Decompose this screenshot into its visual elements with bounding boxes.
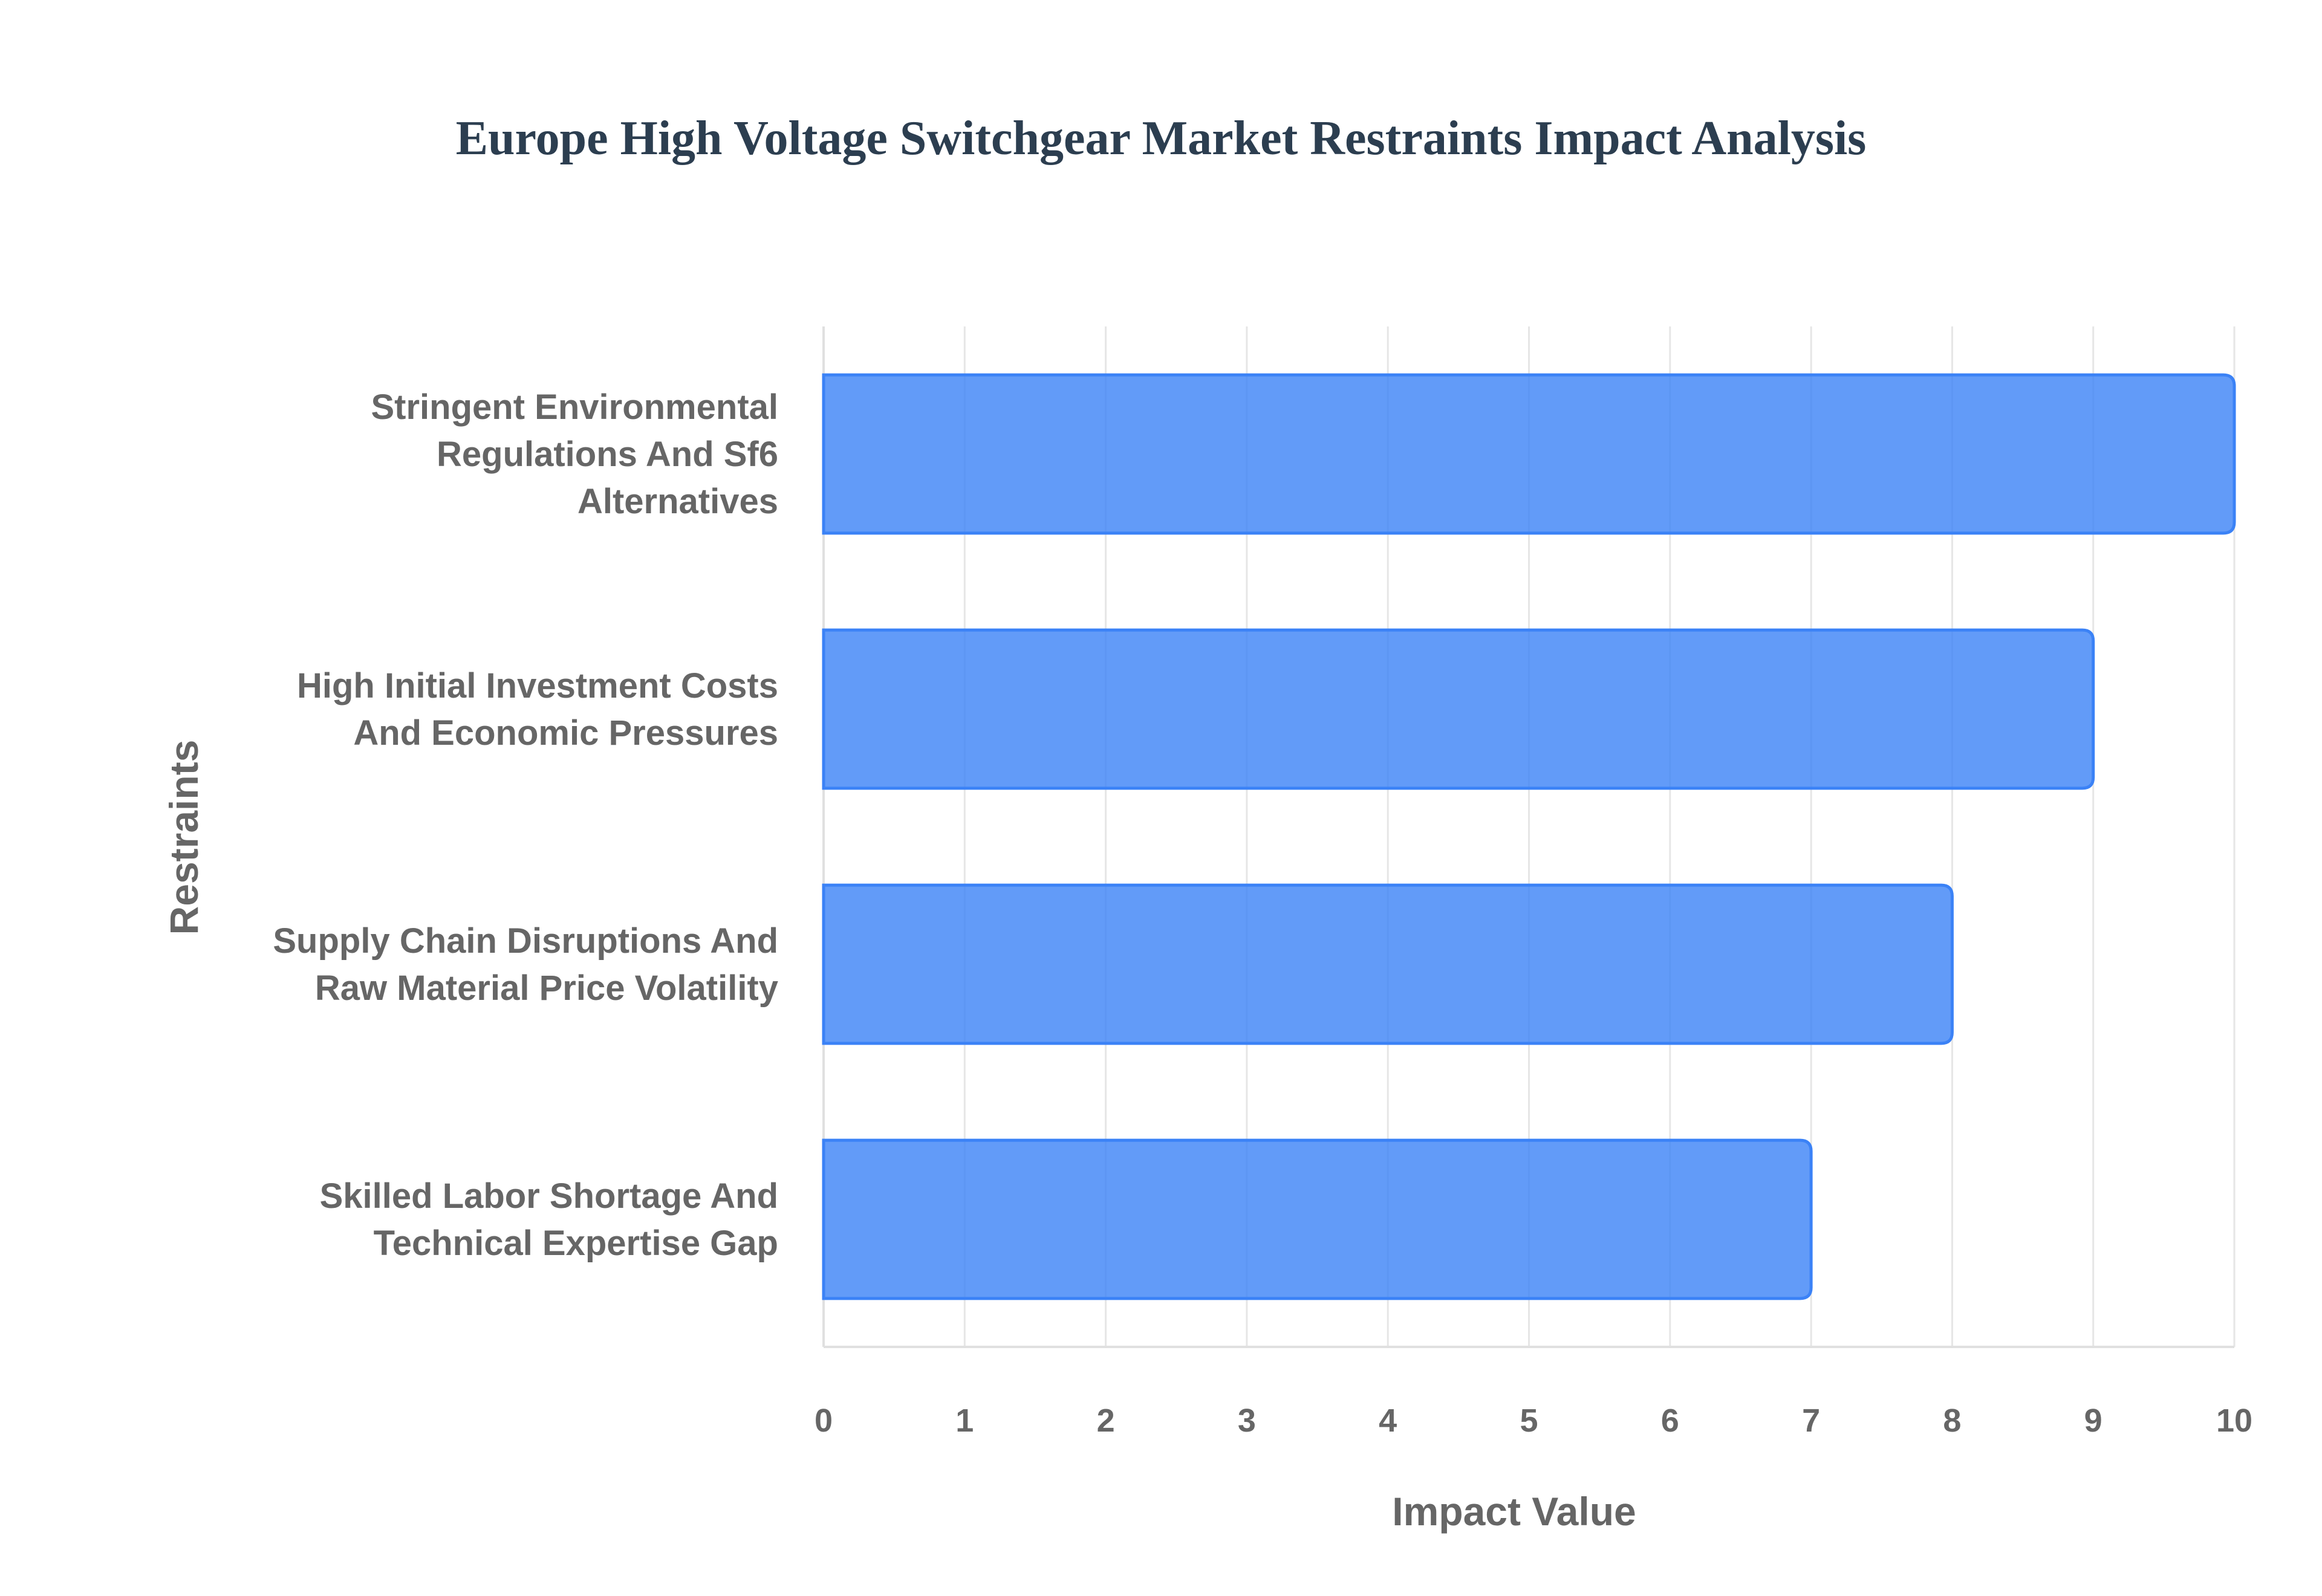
y-axis-title: Restraints xyxy=(161,740,206,935)
x-tick-label-7: 7 xyxy=(1802,1403,1820,1439)
x-tick-labels: 0 1 2 3 4 5 6 7 8 9 10 xyxy=(815,1403,2252,1439)
category-label-2: High Initial Investment Costs And Economi… xyxy=(297,666,778,753)
bar-1 xyxy=(822,373,2236,535)
x-tick-label-2: 2 xyxy=(1097,1403,1115,1439)
category-label-4: Skilled Labor Shortage And Technical Expe… xyxy=(320,1176,778,1263)
x-tick-label-3: 3 xyxy=(1238,1403,1256,1439)
bars xyxy=(822,373,2236,1300)
x-tick-label-0: 0 xyxy=(815,1403,833,1439)
x-tick-label-4: 4 xyxy=(1379,1403,1397,1439)
x-tick-label-8: 8 xyxy=(1943,1403,1961,1439)
x-tick-label-9: 9 xyxy=(2084,1403,2102,1439)
bar-4 xyxy=(822,1138,1813,1300)
category-label-1: Stringent Environmental Regulations And S… xyxy=(371,388,778,521)
x-tick-label-6: 6 xyxy=(1661,1403,1679,1439)
x-tick-label-1: 1 xyxy=(955,1403,974,1439)
bar-3 xyxy=(822,883,1954,1045)
x-tick-label-5: 5 xyxy=(1520,1403,1538,1439)
chart-title: Europe High Voltage Switchgear Market Re… xyxy=(456,112,1867,165)
bar-2 xyxy=(822,628,2095,790)
x-axis-title: Impact Value xyxy=(1392,1489,1636,1534)
category-label-3: Supply Chain Disruptions And Raw Material… xyxy=(273,921,778,1008)
category-labels: Stringent Environmental Regulations And S… xyxy=(273,388,778,1263)
x-tick-label-10: 10 xyxy=(2216,1403,2252,1439)
